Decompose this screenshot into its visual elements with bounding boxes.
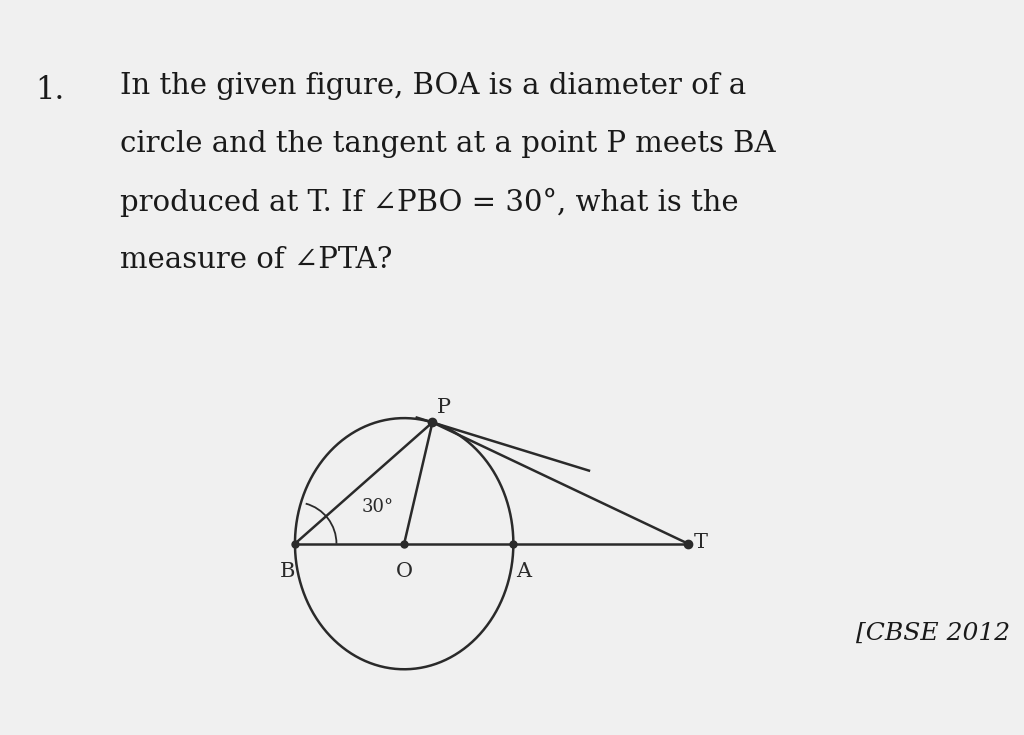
Text: measure of ∠PTA?: measure of ∠PTA?	[120, 246, 392, 274]
Text: P: P	[436, 398, 451, 417]
Text: [CBSE 2012: [CBSE 2012	[856, 622, 1010, 645]
Text: produced at T. If ∠PBO = 30°, what is the: produced at T. If ∠PBO = 30°, what is th…	[120, 188, 738, 217]
Text: 1.: 1.	[35, 75, 65, 106]
Text: B: B	[281, 562, 296, 581]
Text: circle and the tangent at a point P meets BA: circle and the tangent at a point P meet…	[120, 130, 775, 158]
Text: O: O	[395, 562, 413, 581]
Text: In the given figure, BOA is a diameter of a: In the given figure, BOA is a diameter o…	[120, 72, 746, 100]
Text: T: T	[693, 533, 708, 552]
Text: 30°: 30°	[361, 498, 393, 516]
Text: A: A	[516, 562, 531, 581]
